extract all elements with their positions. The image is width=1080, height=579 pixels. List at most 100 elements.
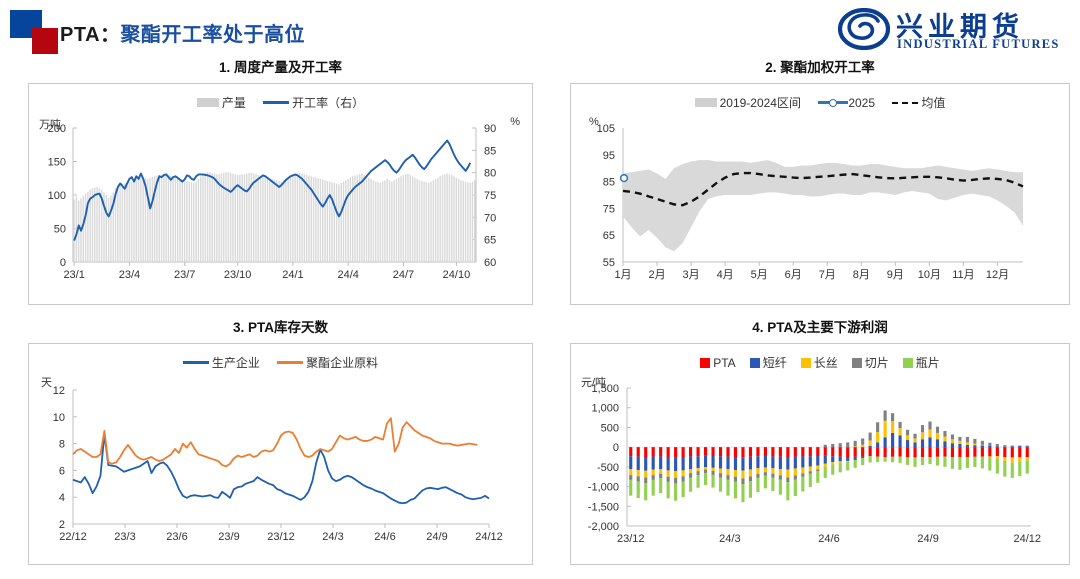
chart-3-legend: 生产企业 聚酯企业原料	[29, 354, 532, 371]
legend-label-polyester-raw: 聚酯企业原料	[306, 356, 379, 370]
svg-text:1,000: 1,000	[591, 403, 619, 415]
svg-text:60: 60	[484, 257, 496, 269]
svg-text:75: 75	[603, 203, 615, 215]
svg-text:8: 8	[59, 439, 65, 451]
chart-4-legend: PTA 短纤 长丝 切片 瓶片	[571, 354, 1069, 371]
svg-text:23/10: 23/10	[224, 269, 252, 281]
chart-3-plot: 2 4 6 8 10 12 22/12 23/3 23/6 23/9 23/12 24/3 24/6 24…	[53, 385, 503, 543]
svg-text:65: 65	[484, 235, 496, 247]
color-swatch-icon	[902, 357, 913, 368]
svg-text:22/12: 22/12	[59, 531, 87, 543]
svg-text:2: 2	[59, 519, 65, 531]
chart-1-ylabel: 万吨	[39, 119, 61, 131]
legend-label-operating-rate: 开工率（右）	[292, 96, 365, 110]
svg-text:24/12: 24/12	[1013, 533, 1041, 545]
svg-text:-1,000: -1,000	[588, 482, 619, 494]
chart-2-legend: 2019-2024区间 2025 均值	[571, 94, 1069, 111]
svg-text:95: 95	[603, 150, 615, 162]
legend-item-producer: 生产企业	[182, 354, 260, 371]
legend-item-2025: 2025	[818, 95, 875, 110]
chart-1-legend: 产量 开工率（右）	[29, 94, 532, 111]
svg-text:4: 4	[59, 492, 65, 504]
svg-text:23/9: 23/9	[218, 531, 239, 543]
chart-cell-3: 3. PTA库存天数 生产企业 聚酯企业原料 天 2 4 6 8 10 12 22/12 23…	[28, 318, 533, 568]
chart-2-ylabel: %	[589, 116, 599, 128]
svg-text:3月: 3月	[683, 269, 700, 281]
legend-label: 瓶片	[915, 356, 940, 370]
svg-text:65: 65	[603, 230, 615, 242]
svg-text:24/9: 24/9	[426, 531, 447, 543]
company-logo: 兴业期货 INDUSTRIAL FUTURES	[834, 4, 1072, 54]
logo-red-square	[32, 28, 58, 54]
legend-item-range: 2019-2024区间	[694, 94, 801, 111]
svg-text:6月: 6月	[785, 269, 802, 281]
svg-text:24/6: 24/6	[374, 531, 395, 543]
dashed-swatch-icon	[892, 101, 919, 104]
legend-item-1: 短纤	[749, 354, 787, 371]
legend-label: 切片	[864, 356, 889, 370]
color-swatch-icon	[800, 357, 811, 368]
chart-1-title: 1. 周度产量及开工率	[218, 60, 342, 75]
svg-text:24/10: 24/10	[443, 269, 471, 281]
svg-text:9月: 9月	[887, 269, 904, 281]
line-swatch-icon	[263, 101, 290, 104]
svg-text:1,500: 1,500	[591, 383, 619, 395]
svg-text:50: 50	[54, 224, 66, 236]
page-title-prefix: PTA：	[60, 24, 121, 46]
svg-text:100: 100	[48, 190, 66, 202]
legend-label-mean: 均值	[921, 96, 946, 110]
svg-text:11月: 11月	[952, 269, 974, 281]
svg-text:23/6: 23/6	[166, 531, 187, 543]
legend-item-0: PTA	[700, 355, 736, 370]
svg-text:6: 6	[59, 465, 65, 477]
svg-text:1月: 1月	[614, 269, 631, 281]
legend-label-2025: 2025	[848, 95, 876, 110]
svg-text:10: 10	[53, 412, 65, 424]
svg-text:5月: 5月	[751, 269, 768, 281]
svg-text:23/12: 23/12	[267, 531, 295, 543]
svg-text:24/7: 24/7	[393, 269, 414, 281]
svg-text:500: 500	[601, 422, 619, 434]
legend-label: PTA	[713, 355, 736, 370]
svg-text:23/12: 23/12	[617, 533, 645, 545]
chart-4-title: 4. PTA及主要下游利润	[752, 320, 888, 335]
svg-text:24/1: 24/1	[282, 269, 303, 281]
brand-name-en: INDUSTRIAL FUTURES	[897, 37, 1060, 51]
legend-item-operating-rate: 开工率（右）	[263, 94, 364, 111]
decorative-square-logo	[10, 10, 62, 54]
svg-text:7月: 7月	[819, 269, 836, 281]
legend-label-output: 产量	[221, 96, 246, 110]
chart-3-title: 3. PTA库存天数	[232, 320, 328, 335]
swirl-icon	[838, 8, 890, 50]
chart-1-y2label: %	[510, 116, 520, 128]
legend-item-3: 切片	[851, 354, 889, 371]
band-swatch-icon	[694, 98, 717, 107]
svg-text:24/9: 24/9	[917, 533, 938, 545]
chart-2-title: 2. 聚酯加权开工率	[765, 60, 875, 75]
page-header: PTA：聚酯开工率处于高位 兴业期货 INDUSTRIAL FUTURES	[0, 0, 1080, 56]
svg-text:24/4: 24/4	[337, 269, 358, 281]
svg-text:55: 55	[603, 257, 615, 269]
chart-4-plot: -2,000 -1,500 -1,000 -500 0 500 1,000 1,500 23/1…	[588, 383, 1041, 545]
chart-4-panel: PTA 短纤 长丝 切片 瓶片 元/吨 -2,000 -1,500 -1,000 -500 0 5…	[570, 343, 1070, 565]
line-marker-swatch-icon	[818, 98, 849, 108]
legend-label: 短纤	[762, 356, 787, 370]
svg-text:0: 0	[60, 257, 66, 269]
svg-text:105: 105	[597, 123, 615, 135]
svg-text:-2,000: -2,000	[588, 521, 619, 533]
svg-text:4月: 4月	[717, 269, 734, 281]
legend-label: 长丝	[813, 356, 838, 370]
svg-text:150: 150	[48, 157, 66, 169]
svg-text:24/3: 24/3	[719, 533, 740, 545]
brand-name-cn: 兴业期货	[896, 12, 1024, 42]
page-title: PTA：聚酯开工率处于高位	[60, 18, 305, 47]
svg-text:8月: 8月	[853, 269, 870, 281]
chart-2-plot: 55 65 75 85 95 105 1月 2月 3月 4月 5月 6月 7月 8月 9月 10月 11月 12月	[597, 123, 1024, 281]
svg-text:85: 85	[603, 177, 615, 189]
bar-swatch-icon	[196, 98, 219, 107]
svg-text:12: 12	[53, 385, 65, 397]
legend-item-2: 长丝	[800, 354, 838, 371]
line-swatch-icon	[182, 361, 209, 364]
chart-4-ylabel: 元/吨	[581, 377, 607, 389]
svg-text:23/4: 23/4	[119, 269, 140, 281]
